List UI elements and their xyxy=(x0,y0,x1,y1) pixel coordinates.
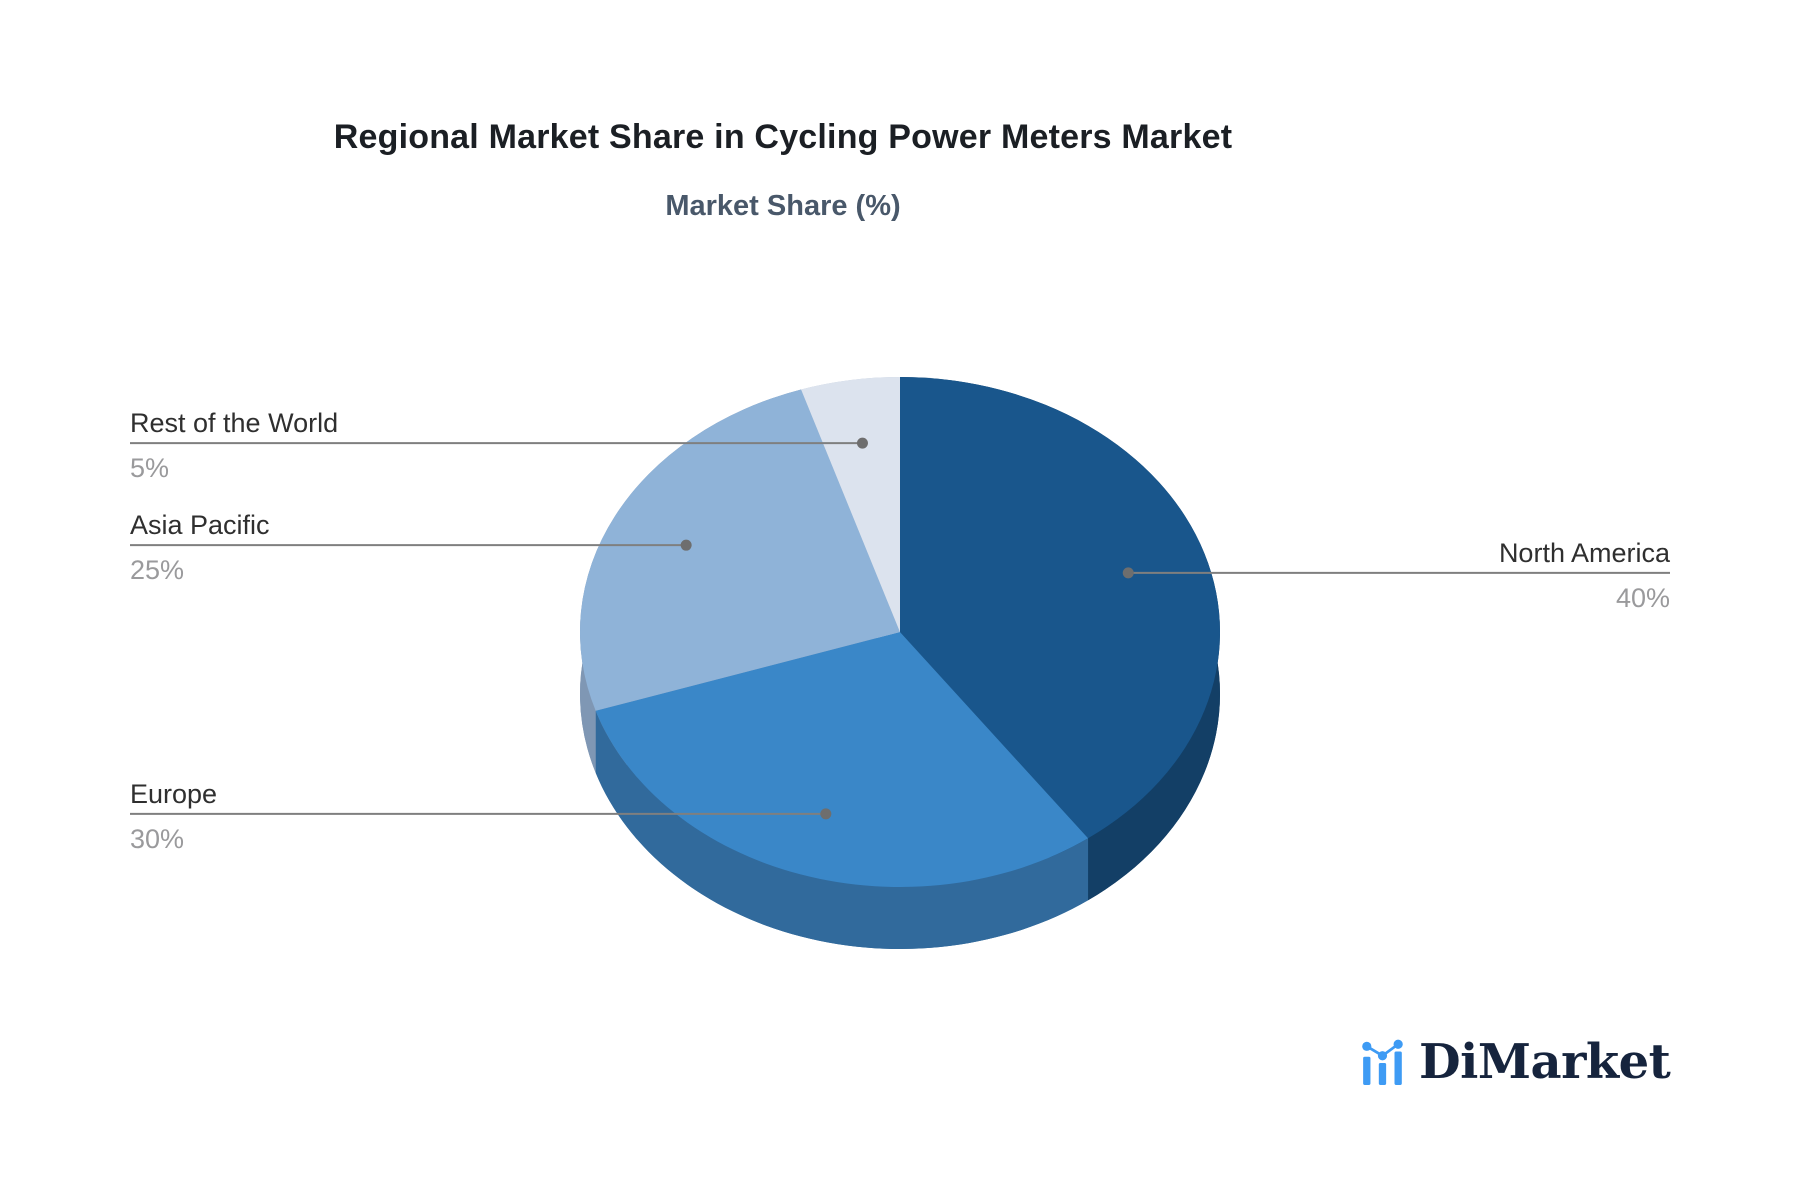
pie-slice-europe[interactable] xyxy=(595,632,1089,888)
pie-slice-north-america[interactable] xyxy=(900,377,1221,839)
chart-subtitle: Market Share (%) xyxy=(665,190,901,222)
slice-value-north-america: 40% xyxy=(1616,583,1670,613)
slice-value-asia-pacific: 25% xyxy=(130,555,184,585)
slice-label-north-america: North America xyxy=(1499,538,1671,568)
slice-value-rest-of-the-world: 5% xyxy=(130,453,169,483)
pie-slice-rest-of-the-world[interactable] xyxy=(801,377,900,632)
bar-line-chart-icon xyxy=(1362,1039,1403,1085)
leader-dot-north-america xyxy=(1122,567,1134,579)
slice-label-asia-pacific: Asia Pacific xyxy=(130,510,270,540)
leader-dot-europe xyxy=(820,808,832,820)
pie-slice-side-europe xyxy=(595,710,1089,949)
chart-title: Regional Market Share in Cycling Power M… xyxy=(333,118,1233,156)
pie-slice-asia-pacific[interactable] xyxy=(580,389,900,711)
slice-value-europe: 30% xyxy=(130,824,184,854)
brand-logo: DiMarket xyxy=(1360,1034,1671,1090)
slice-label-europe: Europe xyxy=(130,779,217,809)
leader-dot-rest-of-the-world xyxy=(856,437,868,449)
leader-dot-asia-pacific xyxy=(680,539,692,551)
brand-logo-text: DiMarket xyxy=(1419,1034,1671,1090)
slice-label-rest-of-the-world: Rest of the World xyxy=(130,408,338,438)
